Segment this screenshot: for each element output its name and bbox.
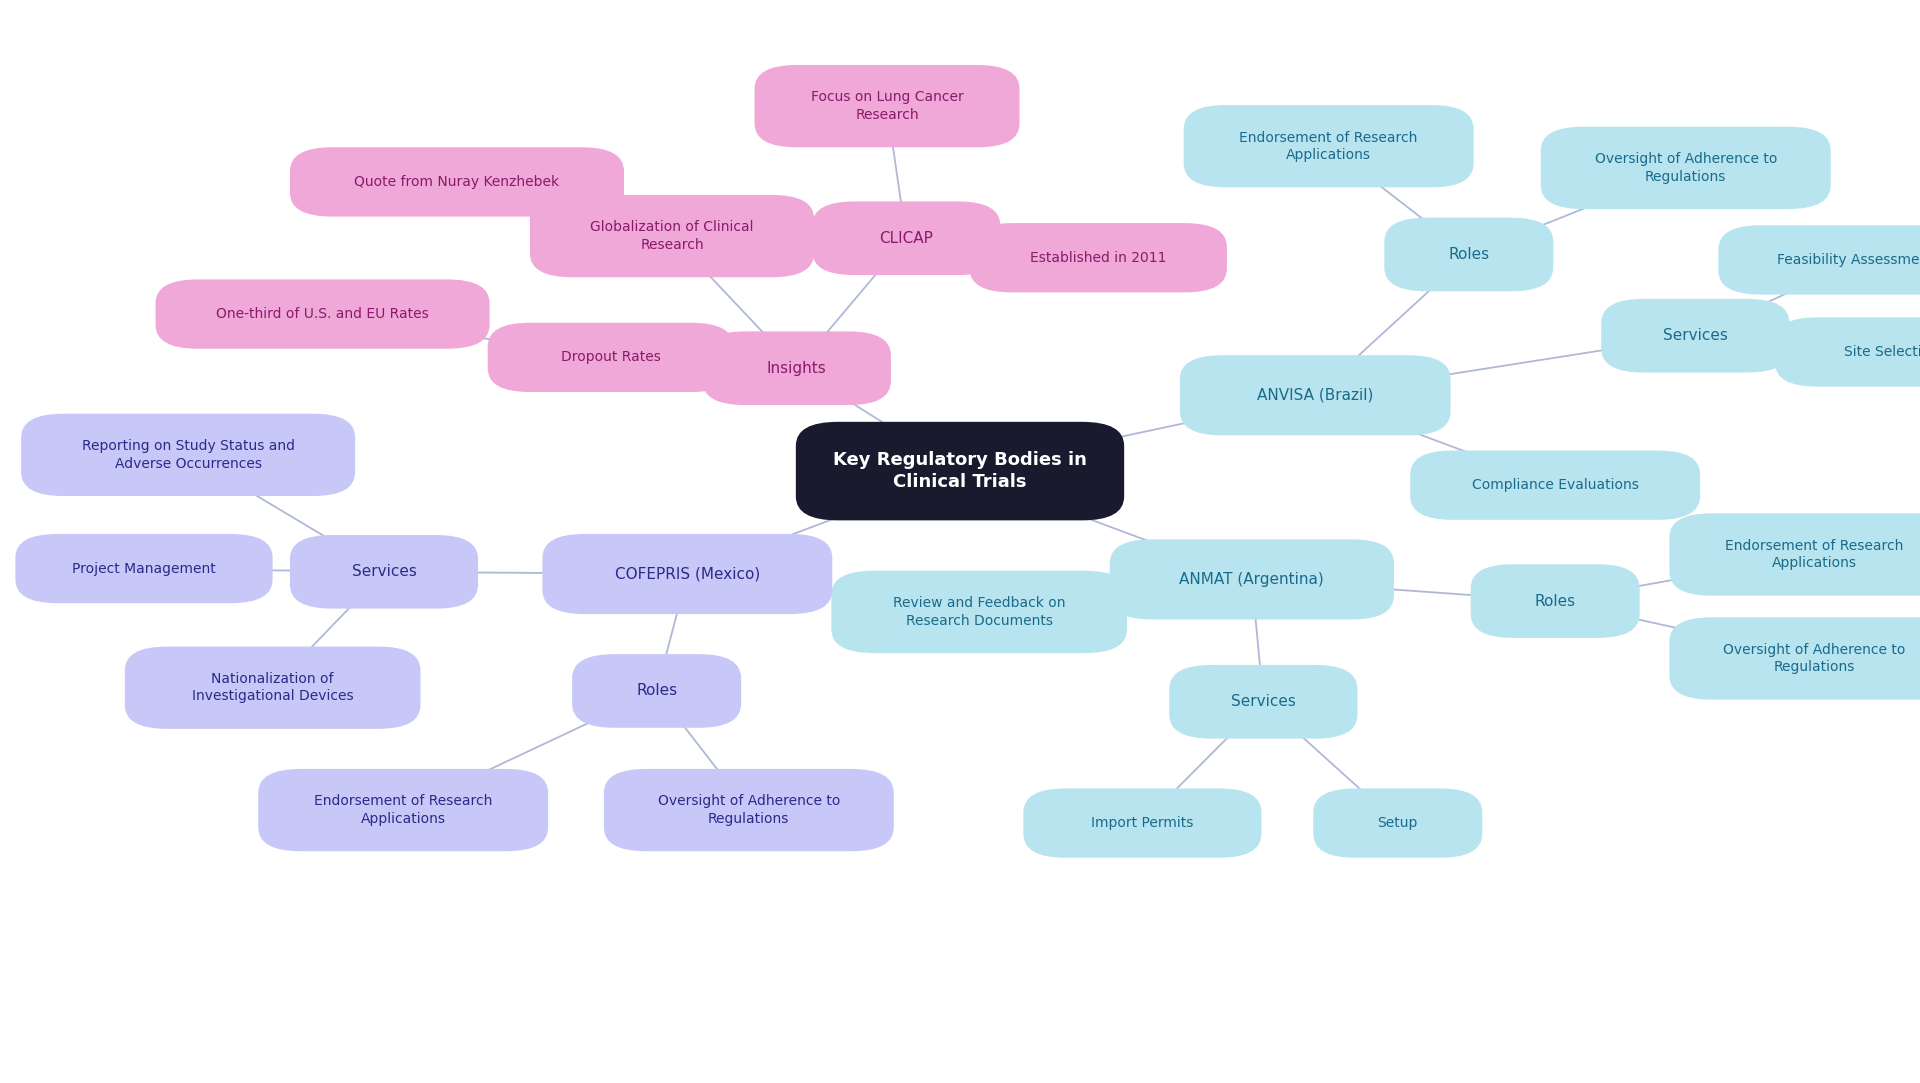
FancyBboxPatch shape [257, 769, 549, 851]
Text: Oversight of Adherence to
Regulations: Oversight of Adherence to Regulations [1724, 643, 1905, 674]
Text: Nationalization of
Investigational Devices: Nationalization of Investigational Devic… [192, 673, 353, 703]
Text: Import Permits: Import Permits [1091, 817, 1194, 830]
Text: Endorsement of Research
Applications: Endorsement of Research Applications [1240, 131, 1417, 161]
FancyBboxPatch shape [1540, 127, 1832, 209]
Text: Services: Services [1663, 328, 1728, 343]
FancyBboxPatch shape [1409, 451, 1701, 520]
Text: Globalization of Clinical
Research: Globalization of Clinical Research [589, 221, 755, 251]
FancyBboxPatch shape [1313, 788, 1482, 858]
Text: One-third of U.S. and EU Rates: One-third of U.S. and EU Rates [217, 308, 428, 321]
FancyBboxPatch shape [1169, 665, 1357, 739]
Text: Oversight of Adherence to
Regulations: Oversight of Adherence to Regulations [1596, 153, 1776, 183]
FancyBboxPatch shape [812, 201, 1000, 275]
FancyBboxPatch shape [603, 769, 893, 851]
FancyBboxPatch shape [1110, 539, 1394, 619]
Text: Dropout Rates: Dropout Rates [561, 351, 660, 364]
FancyBboxPatch shape [1179, 355, 1452, 435]
Text: Established in 2011: Established in 2011 [1029, 251, 1167, 264]
FancyBboxPatch shape [15, 534, 273, 603]
Text: Roles: Roles [1448, 247, 1490, 262]
FancyBboxPatch shape [1471, 564, 1640, 638]
Text: Setup: Setup [1377, 817, 1419, 830]
FancyBboxPatch shape [970, 223, 1227, 292]
Text: Site Selection: Site Selection [1843, 345, 1920, 358]
Text: Services: Services [351, 564, 417, 579]
Text: Insights: Insights [766, 361, 828, 376]
Text: Reporting on Study Status and
Adverse Occurrences: Reporting on Study Status and Adverse Oc… [83, 440, 294, 470]
FancyBboxPatch shape [572, 654, 741, 728]
FancyBboxPatch shape [795, 422, 1123, 521]
Text: Services: Services [1231, 694, 1296, 709]
FancyBboxPatch shape [21, 414, 355, 496]
Text: Roles: Roles [636, 683, 678, 699]
Text: Roles: Roles [1534, 593, 1576, 609]
FancyBboxPatch shape [703, 331, 891, 405]
FancyBboxPatch shape [831, 571, 1127, 653]
FancyBboxPatch shape [1718, 225, 1920, 295]
FancyBboxPatch shape [1601, 299, 1789, 373]
FancyBboxPatch shape [125, 647, 420, 729]
FancyBboxPatch shape [1023, 788, 1261, 858]
FancyBboxPatch shape [488, 323, 733, 392]
Text: Endorsement of Research
Applications: Endorsement of Research Applications [315, 795, 492, 825]
FancyBboxPatch shape [290, 147, 624, 217]
Text: COFEPRIS (Mexico): COFEPRIS (Mexico) [614, 566, 760, 582]
Text: Project Management: Project Management [73, 562, 215, 575]
FancyBboxPatch shape [156, 279, 490, 349]
Text: Feasibility Assessments: Feasibility Assessments [1776, 253, 1920, 266]
FancyBboxPatch shape [290, 535, 478, 609]
FancyBboxPatch shape [530, 195, 814, 277]
Text: Focus on Lung Cancer
Research: Focus on Lung Cancer Research [810, 91, 964, 121]
Text: Endorsement of Research
Applications: Endorsement of Research Applications [1726, 539, 1903, 570]
FancyBboxPatch shape [755, 65, 1020, 147]
Text: Review and Feedback on
Research Documents: Review and Feedback on Research Document… [893, 597, 1066, 627]
Text: Oversight of Adherence to
Regulations: Oversight of Adherence to Regulations [659, 795, 839, 825]
FancyBboxPatch shape [541, 534, 831, 614]
Text: Quote from Nuray Kenzhebek: Quote from Nuray Kenzhebek [355, 175, 559, 188]
FancyBboxPatch shape [1384, 218, 1553, 291]
Text: ANMAT (Argentina): ANMAT (Argentina) [1179, 572, 1325, 587]
Text: Compliance Evaluations: Compliance Evaluations [1473, 479, 1638, 492]
Text: ANVISA (Brazil): ANVISA (Brazil) [1258, 388, 1373, 403]
FancyBboxPatch shape [1668, 617, 1920, 700]
Text: CLICAP: CLICAP [879, 231, 933, 246]
FancyBboxPatch shape [1183, 105, 1475, 187]
FancyBboxPatch shape [1774, 317, 1920, 387]
Text: Key Regulatory Bodies in
Clinical Trials: Key Regulatory Bodies in Clinical Trials [833, 451, 1087, 492]
FancyBboxPatch shape [1668, 513, 1920, 596]
